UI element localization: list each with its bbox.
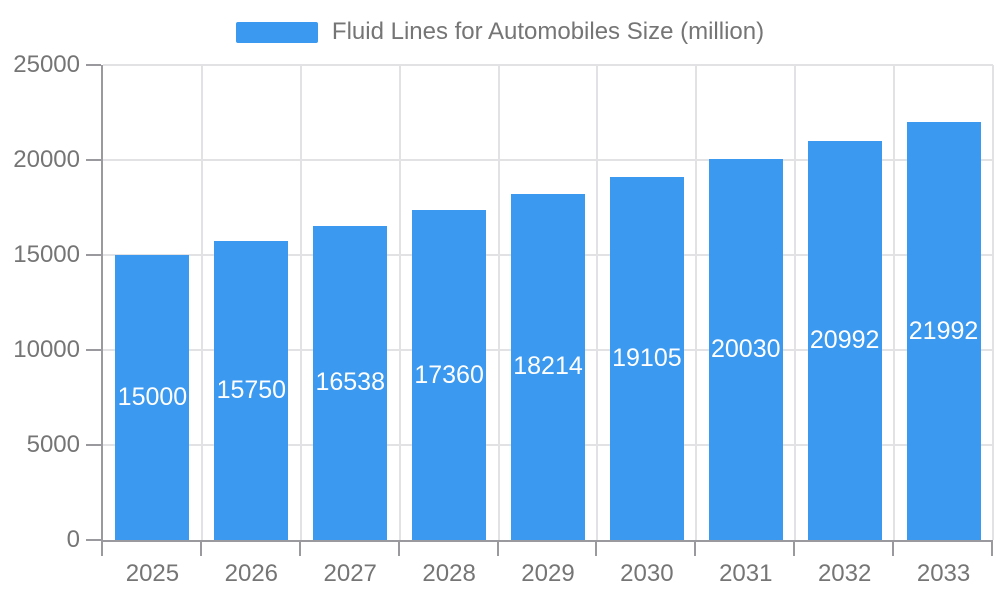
bar-value-label: 15750 bbox=[216, 375, 287, 404]
bar-2029[interactable]: 18214 bbox=[511, 193, 585, 540]
bar-value-label: 20030 bbox=[711, 335, 781, 364]
vertical-gridline bbox=[794, 65, 797, 540]
x-axis-tick bbox=[793, 540, 796, 556]
y-axis-tick bbox=[86, 444, 101, 446]
x-axis-tick bbox=[595, 540, 598, 556]
bar-2033[interactable]: 21992 bbox=[906, 122, 981, 540]
vertical-gridline bbox=[893, 65, 896, 540]
bar-value-label: 20992 bbox=[809, 326, 880, 355]
x-axis-label-2027: 2027 bbox=[323, 560, 377, 587]
x-axis-line bbox=[101, 540, 993, 542]
bar-2032[interactable]: 20992 bbox=[807, 141, 882, 540]
y-axis-tick bbox=[86, 159, 101, 161]
y-axis-label: 0 bbox=[66, 526, 80, 553]
x-axis-label-2028: 2028 bbox=[422, 560, 476, 587]
x-axis-tick bbox=[199, 540, 202, 556]
bar-value-label: 17360 bbox=[414, 360, 484, 389]
bar-value-label: 16538 bbox=[315, 368, 385, 397]
vertical-gridline bbox=[497, 65, 500, 540]
y-axis-label: 5000 bbox=[26, 431, 80, 458]
bar-2025[interactable]: 15000 bbox=[115, 255, 190, 540]
y-axis-tick bbox=[86, 349, 101, 351]
bar-2028[interactable]: 17360 bbox=[412, 210, 487, 540]
x-axis-tick bbox=[397, 540, 400, 556]
x-axis-label-2031: 2031 bbox=[719, 560, 773, 587]
x-axis-tick bbox=[298, 540, 301, 556]
legend-swatch bbox=[235, 21, 318, 43]
bar-2027[interactable]: 16538 bbox=[313, 225, 388, 540]
vertical-gridline bbox=[992, 65, 994, 540]
horizontal-gridline bbox=[103, 64, 993, 66]
x-axis-tick bbox=[991, 540, 993, 556]
x-axis-tick bbox=[694, 540, 697, 556]
horizontal-gridline bbox=[103, 159, 993, 161]
bar-value-label: 21992 bbox=[908, 316, 979, 345]
y-axis-label: 15000 bbox=[13, 241, 80, 268]
x-axis-tick bbox=[892, 540, 895, 556]
legend[interactable]: Fluid Lines for Automobiles Size (millio… bbox=[0, 18, 1000, 46]
x-axis-tick bbox=[101, 540, 103, 556]
y-axis-label: 10000 bbox=[13, 336, 80, 363]
y-axis-tick bbox=[86, 254, 101, 256]
legend-label: Fluid Lines for Automobiles Size (millio… bbox=[331, 18, 765, 45]
y-axis-line bbox=[101, 65, 103, 540]
bar-value-label: 15000 bbox=[117, 383, 188, 411]
vertical-gridline bbox=[299, 65, 302, 540]
vertical-gridline bbox=[596, 65, 599, 540]
x-axis-label-2025: 2025 bbox=[125, 560, 180, 587]
vertical-gridline bbox=[695, 65, 698, 540]
x-axis-tick bbox=[496, 540, 499, 556]
y-axis-label: 20000 bbox=[13, 146, 80, 173]
bar-2030[interactable]: 19105 bbox=[609, 177, 684, 540]
bar-value-label: 19105 bbox=[612, 343, 682, 372]
y-axis-tick bbox=[86, 64, 101, 66]
bar-2031[interactable]: 20030 bbox=[708, 159, 783, 540]
y-axis-label: 25000 bbox=[13, 51, 80, 78]
bar-2026[interactable]: 15750 bbox=[214, 240, 289, 540]
y-axis-tick bbox=[86, 539, 101, 541]
x-axis-label-2029: 2029 bbox=[521, 560, 575, 587]
x-axis-label-2032: 2032 bbox=[817, 560, 872, 587]
x-axis-label-2030: 2030 bbox=[620, 560, 674, 587]
x-axis-label-2026: 2026 bbox=[224, 560, 279, 587]
bar-value-label: 18214 bbox=[513, 352, 583, 381]
x-axis-label-2033: 2033 bbox=[916, 560, 971, 587]
vertical-gridline bbox=[200, 65, 203, 540]
vertical-gridline bbox=[398, 65, 401, 540]
